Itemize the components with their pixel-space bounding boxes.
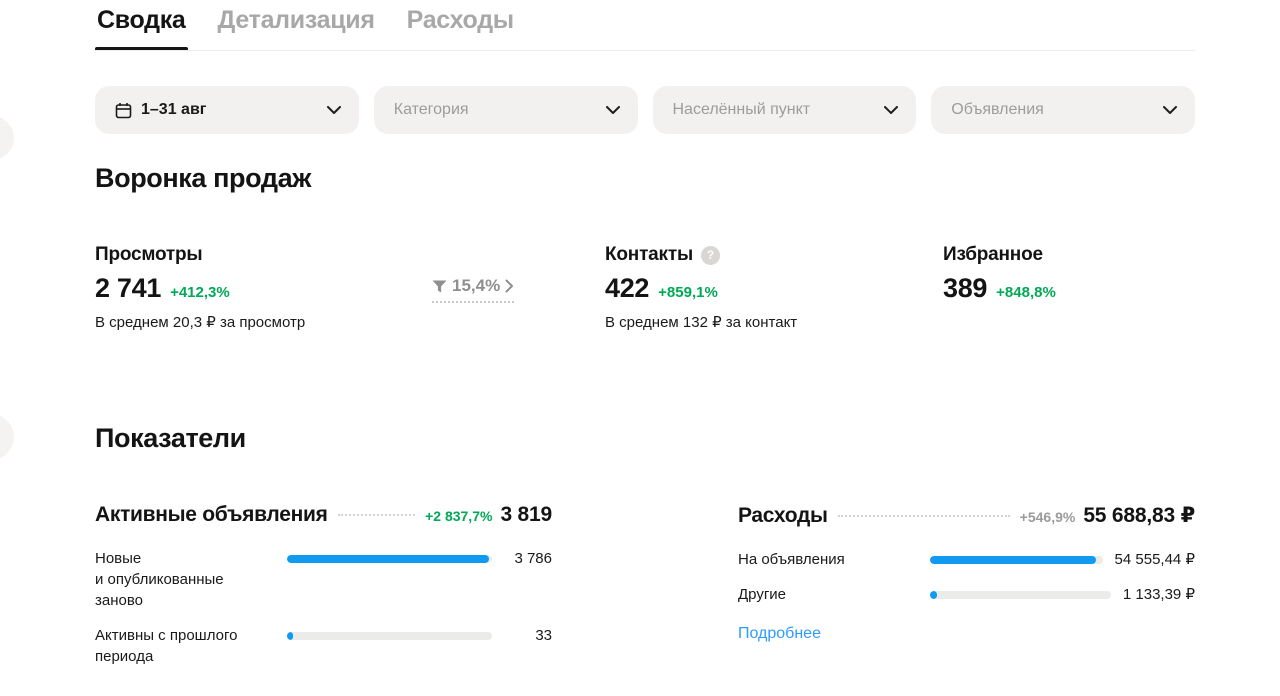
bar-fill	[930, 556, 1096, 564]
contacts-metric-note: В среднем 132 ₽ за контакт	[605, 314, 798, 331]
views-metric-value: 2 741	[95, 273, 162, 303]
chevron-down-icon	[1163, 106, 1177, 114]
table-row: Активны с прошлого периода 33	[95, 625, 552, 667]
tab-detalization[interactable]: Детализация	[216, 6, 377, 49]
chevron-down-icon	[884, 106, 899, 114]
favorites-metric-value: 389	[943, 273, 988, 303]
bar-fill	[287, 555, 489, 563]
active-prev-period-label: Активны с прошлого периода	[95, 627, 238, 665]
left-edge-decoration	[0, 116, 14, 160]
funnel-icon	[432, 280, 447, 293]
tab-detalization-label: Детализация	[217, 6, 375, 34]
chevron-right-icon	[505, 279, 514, 293]
filters-row: 1–31 авг Категория Населённый пункт Объя…	[95, 86, 1195, 134]
ads-expenses-label: На объявления	[738, 551, 845, 568]
new-published-bar	[287, 555, 492, 563]
table-row: Другие 1 133,39 ₽	[738, 584, 1195, 605]
ads-filter[interactable]: Объявления	[931, 86, 1195, 134]
funnel-metrics-row: Просмотры 2 741 +412,3% В среднем 20,3 ₽…	[95, 244, 1195, 354]
views-metric-delta: +412,3%	[170, 284, 230, 301]
contacts-metric-value: 422	[605, 273, 650, 303]
category-filter[interactable]: Категория	[373, 86, 638, 134]
tab-expenses-label: Расходы	[406, 6, 514, 34]
dotted-leader	[337, 514, 416, 516]
bar-fill	[930, 591, 938, 599]
contacts-metric-label: Контакты	[605, 244, 693, 265]
views-to-contacts-conversion[interactable]: 15,4%	[432, 276, 515, 303]
category-filter-placeholder: Категория	[393, 101, 469, 118]
location-filter-placeholder: Населённый пункт	[672, 101, 811, 118]
new-published-label: Новые и опубликованные заново	[95, 550, 224, 609]
date-range-value: 1–31 авг	[141, 101, 207, 118]
ads-expenses-bar	[930, 556, 1103, 564]
other-expenses-value: 1 133,39 ₽	[1122, 586, 1195, 603]
sales-funnel-heading: Воронка продаж	[95, 163, 311, 193]
details-link[interactable]: Подробнее	[738, 625, 821, 642]
calendar-icon	[115, 102, 132, 119]
tab-summary-label: Сводка	[97, 6, 186, 34]
active-tab-underline	[95, 47, 188, 51]
active-listings-total: 3 819	[500, 503, 552, 526]
chevron-down-icon	[605, 106, 620, 114]
indicators-heading: Показатели	[95, 423, 246, 453]
date-range-filter[interactable]: 1–31 авг	[95, 86, 359, 134]
left-edge-decoration	[0, 414, 14, 460]
help-icon[interactable]: ?	[701, 245, 720, 265]
views-metric-note: В среднем 20,3 ₽ за просмотр	[95, 314, 306, 331]
tab-summary[interactable]: Сводка	[95, 6, 188, 51]
chevron-down-icon	[326, 106, 341, 114]
active-listings-delta: +2 837,7%	[425, 508, 493, 524]
tabs-divider	[95, 50, 1195, 51]
other-expenses-label: Другие	[738, 586, 787, 603]
favorites-metric-delta: +848,8%	[996, 284, 1056, 301]
dotted-leader	[837, 515, 1010, 517]
expenses-card: Расходы +546,9% 55 688,83 ₽ На объявлени…	[738, 503, 1195, 667]
views-metric-label: Просмотры	[95, 244, 203, 265]
contacts-metric: Контакты ? 422 +859,1% В среднем 132 ₽ з…	[605, 244, 797, 331]
conversion-value: 15,4%	[452, 276, 501, 295]
indicators-grid: Активные объявления +2 837,7% 3 819 Новы…	[95, 503, 1195, 667]
active-listings-card: Активные объявления +2 837,7% 3 819 Новы…	[95, 503, 552, 667]
expenses-delta: +546,9%	[1019, 509, 1076, 525]
ads-filter-placeholder: Объявления	[951, 101, 1044, 118]
other-expenses-bar	[930, 591, 1111, 599]
table-row: На объявления 54 555,44 ₽	[738, 549, 1195, 570]
bar-fill	[287, 632, 294, 640]
favorites-metric: Избранное 389 +848,8%	[943, 244, 1056, 304]
location-filter[interactable]: Населённый пункт	[652, 86, 917, 134]
active-prev-period-bar	[287, 632, 492, 640]
new-published-value: 3 786	[514, 550, 552, 567]
active-prev-period-value: 33	[535, 627, 552, 644]
expenses-title: Расходы	[738, 504, 828, 527]
tab-expenses[interactable]: Расходы	[405, 6, 516, 49]
expenses-total: 55 688,83 ₽	[1083, 504, 1195, 527]
tabs-bar: Сводка Детализация Расходы	[95, 6, 1195, 51]
table-row: Новые и опубликованные заново 3 786	[95, 548, 552, 611]
ads-expenses-value: 54 555,44 ₽	[1114, 551, 1195, 568]
views-metric: Просмотры 2 741 +412,3% В среднем 20,3 ₽…	[95, 244, 305, 331]
contacts-metric-delta: +859,1%	[658, 284, 718, 301]
favorites-metric-label: Избранное	[943, 244, 1043, 265]
active-listings-title: Активные объявления	[95, 503, 328, 526]
